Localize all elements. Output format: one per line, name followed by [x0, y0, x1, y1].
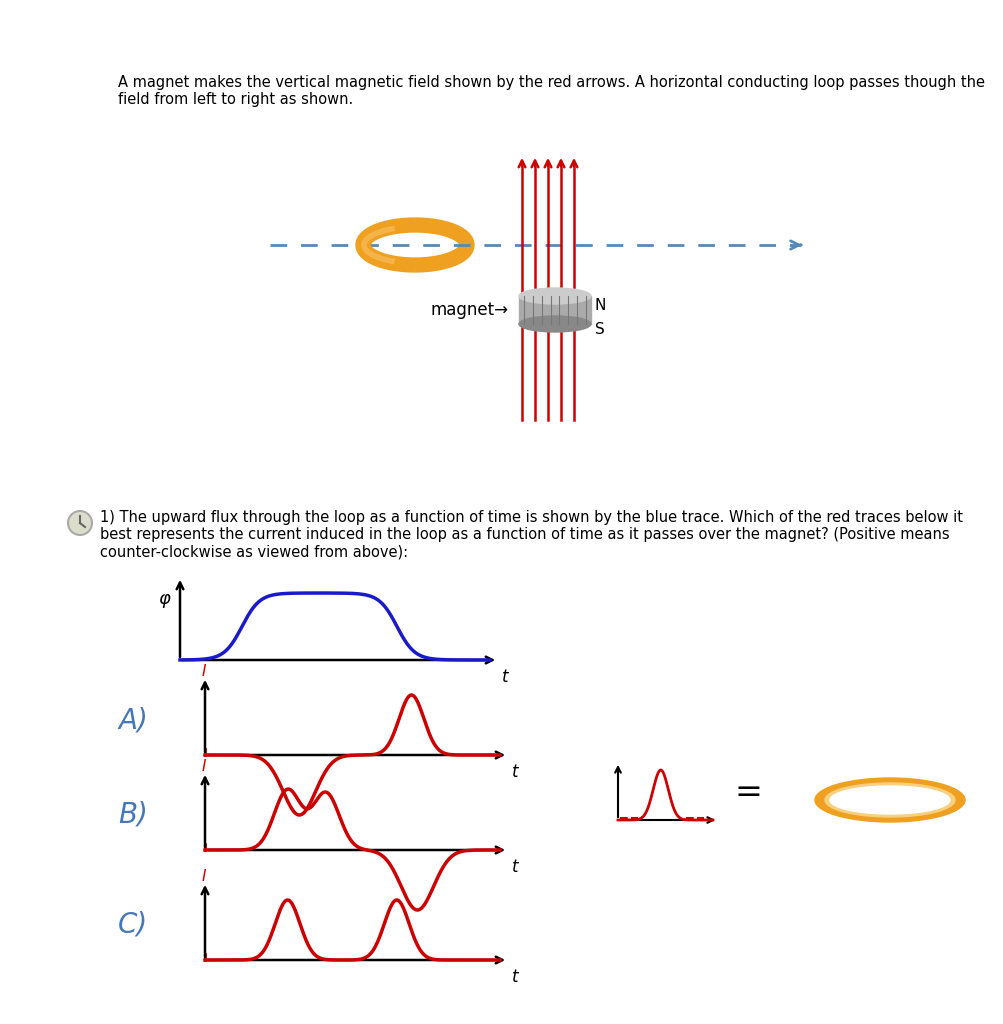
Text: =: = — [734, 776, 762, 809]
Text: S: S — [595, 322, 604, 337]
Text: A): A) — [118, 706, 147, 734]
Ellipse shape — [829, 786, 949, 814]
Text: magnet→: magnet→ — [430, 301, 509, 319]
Text: φ: φ — [157, 590, 170, 608]
Text: A magnet makes the vertical magnetic field shown by the red arrows. A horizontal: A magnet makes the vertical magnetic fie… — [118, 75, 984, 108]
Text: t: t — [512, 763, 518, 781]
Bar — [519, 296, 591, 324]
Ellipse shape — [824, 783, 954, 817]
Ellipse shape — [519, 288, 591, 304]
Text: 1) The upward flux through the loop as a function of time is shown by the blue t: 1) The upward flux through the loop as a… — [100, 510, 962, 560]
Text: I: I — [202, 664, 206, 679]
Text: t: t — [512, 968, 518, 986]
Text: I: I — [202, 869, 206, 884]
Text: C): C) — [118, 911, 148, 939]
Text: N: N — [595, 298, 606, 313]
Text: t: t — [512, 858, 518, 876]
Circle shape — [68, 511, 92, 535]
Text: I: I — [202, 759, 206, 774]
Text: t: t — [502, 668, 508, 686]
Text: B): B) — [118, 801, 147, 829]
Ellipse shape — [519, 316, 591, 332]
Ellipse shape — [814, 778, 964, 822]
